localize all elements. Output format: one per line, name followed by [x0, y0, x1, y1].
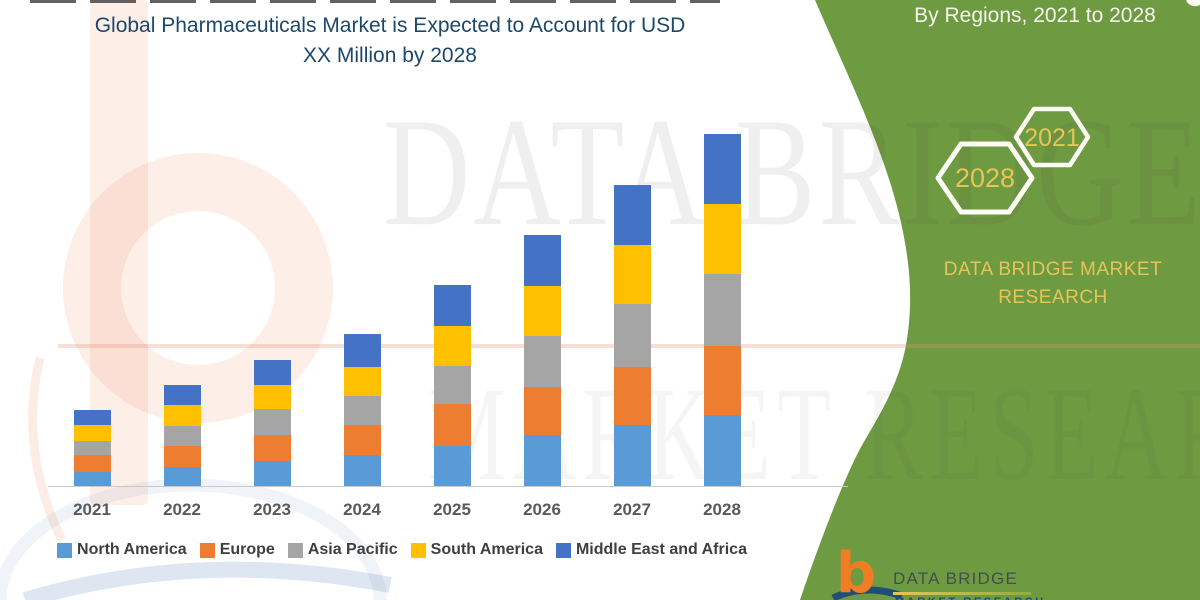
legend-item: Asia Pacific	[287, 541, 398, 559]
panel-subtitle: By Regions, 2021 to 2028	[914, 4, 1156, 27]
stacked-bar-2026	[523, 235, 561, 486]
stacked-bar-2022	[163, 385, 201, 486]
stacked-bar-2027	[613, 185, 651, 486]
hexagon-year-2028: 2028	[954, 163, 1016, 193]
logo-company-subtitle: MARKET RESEARCH	[895, 596, 1046, 600]
bar-segment	[163, 405, 201, 426]
bar-segment	[163, 385, 201, 405]
logo-company-name: DATA BRIDGE	[893, 569, 1018, 588]
bar-segment	[523, 286, 561, 336]
legend-item: Middle East and Africa	[555, 541, 747, 559]
bar-segment	[343, 455, 381, 486]
bar-segment	[343, 425, 381, 455]
chart-legend: North America Europe Asia Pacific South Ame…	[28, 541, 776, 559]
bar-segment	[523, 387, 561, 435]
legend-label: North America	[77, 541, 187, 558]
legend-swatch-icon	[199, 542, 215, 558]
bar-segment	[253, 360, 291, 385]
watermark-text-line1: DATA BRIDGE	[383, 86, 1200, 258]
bar-segment	[433, 285, 471, 326]
x-tick-label: 2025	[433, 500, 471, 519]
bar-segment	[253, 461, 291, 486]
bar-segment	[73, 441, 111, 455]
chart-title: Global Pharmaceuticals Market is Expecte…	[30, 11, 750, 71]
bar-segment	[433, 326, 471, 366]
bar-segment	[433, 404, 471, 446]
bar-segment	[343, 367, 381, 396]
legend-label: Europe	[219, 541, 275, 558]
x-tick-label: 2022	[163, 500, 201, 519]
bar-segment	[73, 425, 111, 441]
legend-swatch-icon	[555, 542, 571, 558]
brand-name-line1: DATA BRIDGE MARKET	[943, 259, 1163, 280]
bar-segment	[613, 367, 651, 425]
bar-segment	[73, 472, 111, 486]
bar-segment	[253, 409, 291, 435]
bar-segment	[163, 467, 201, 486]
bar-segment	[163, 446, 201, 467]
bar-segment	[613, 304, 651, 367]
legend-item: North America	[57, 541, 187, 559]
bar-segment	[343, 334, 381, 367]
bar-segment	[343, 396, 381, 425]
bar-segment	[253, 435, 291, 461]
bar-segment	[163, 426, 201, 446]
bar-segment	[703, 134, 741, 204]
x-tick-label: 2026	[523, 500, 561, 519]
bar-segment	[253, 385, 291, 409]
bar-segment	[613, 425, 651, 486]
bar-segment	[703, 415, 741, 486]
x-tick-label: 2028	[703, 500, 741, 519]
x-tick-label: 2023	[253, 500, 291, 519]
legend-item: South America	[410, 541, 543, 559]
bar-segment	[73, 455, 111, 472]
bar-segment	[523, 435, 561, 486]
bar-segment	[703, 204, 741, 274]
legend-swatch-icon	[287, 542, 303, 558]
bar-segment	[523, 336, 561, 387]
bar-segment	[703, 274, 741, 346]
logo-b-icon: b	[836, 541, 877, 600]
x-axis-line	[48, 485, 848, 487]
bar-segment	[613, 185, 651, 245]
legend-label: Middle East and Africa	[575, 541, 747, 558]
brand-name-line2: RESEARCH	[998, 287, 1108, 308]
stacked-bar-2023	[253, 360, 291, 486]
stacked-bar-2024	[343, 334, 381, 486]
legend-swatch-icon	[410, 542, 426, 558]
x-tick-label: 2021	[73, 500, 111, 519]
legend-item: Europe	[199, 541, 275, 559]
bar-segment	[433, 446, 471, 486]
stacked-bar-2021	[73, 410, 111, 486]
top-crop-artifact	[30, 0, 720, 3]
legend-swatch-icon	[57, 542, 73, 558]
brand-name: DATA BRIDGE MARKET RESEARCH	[928, 256, 1178, 312]
bar-segment	[433, 366, 471, 404]
x-tick-label: 2027	[613, 500, 651, 519]
legend-label: South America	[430, 541, 543, 558]
x-tick-label: 2024	[343, 500, 381, 519]
bar-segment	[73, 410, 111, 425]
chart-title-line2: XX Million by 2028	[303, 44, 477, 67]
chart-title-line1: Global Pharmaceuticals Market is Expecte…	[94, 14, 686, 37]
hexagon-year-2021: 2021	[1024, 124, 1080, 152]
logo-underline	[893, 592, 1031, 595]
legend-label: Asia Pacific	[307, 541, 398, 558]
bar-segment	[523, 235, 561, 286]
stacked-bar-2025	[433, 285, 471, 486]
bar-segment	[613, 245, 651, 304]
bar-segment	[703, 346, 741, 415]
stacked-bar-2028	[703, 134, 741, 486]
